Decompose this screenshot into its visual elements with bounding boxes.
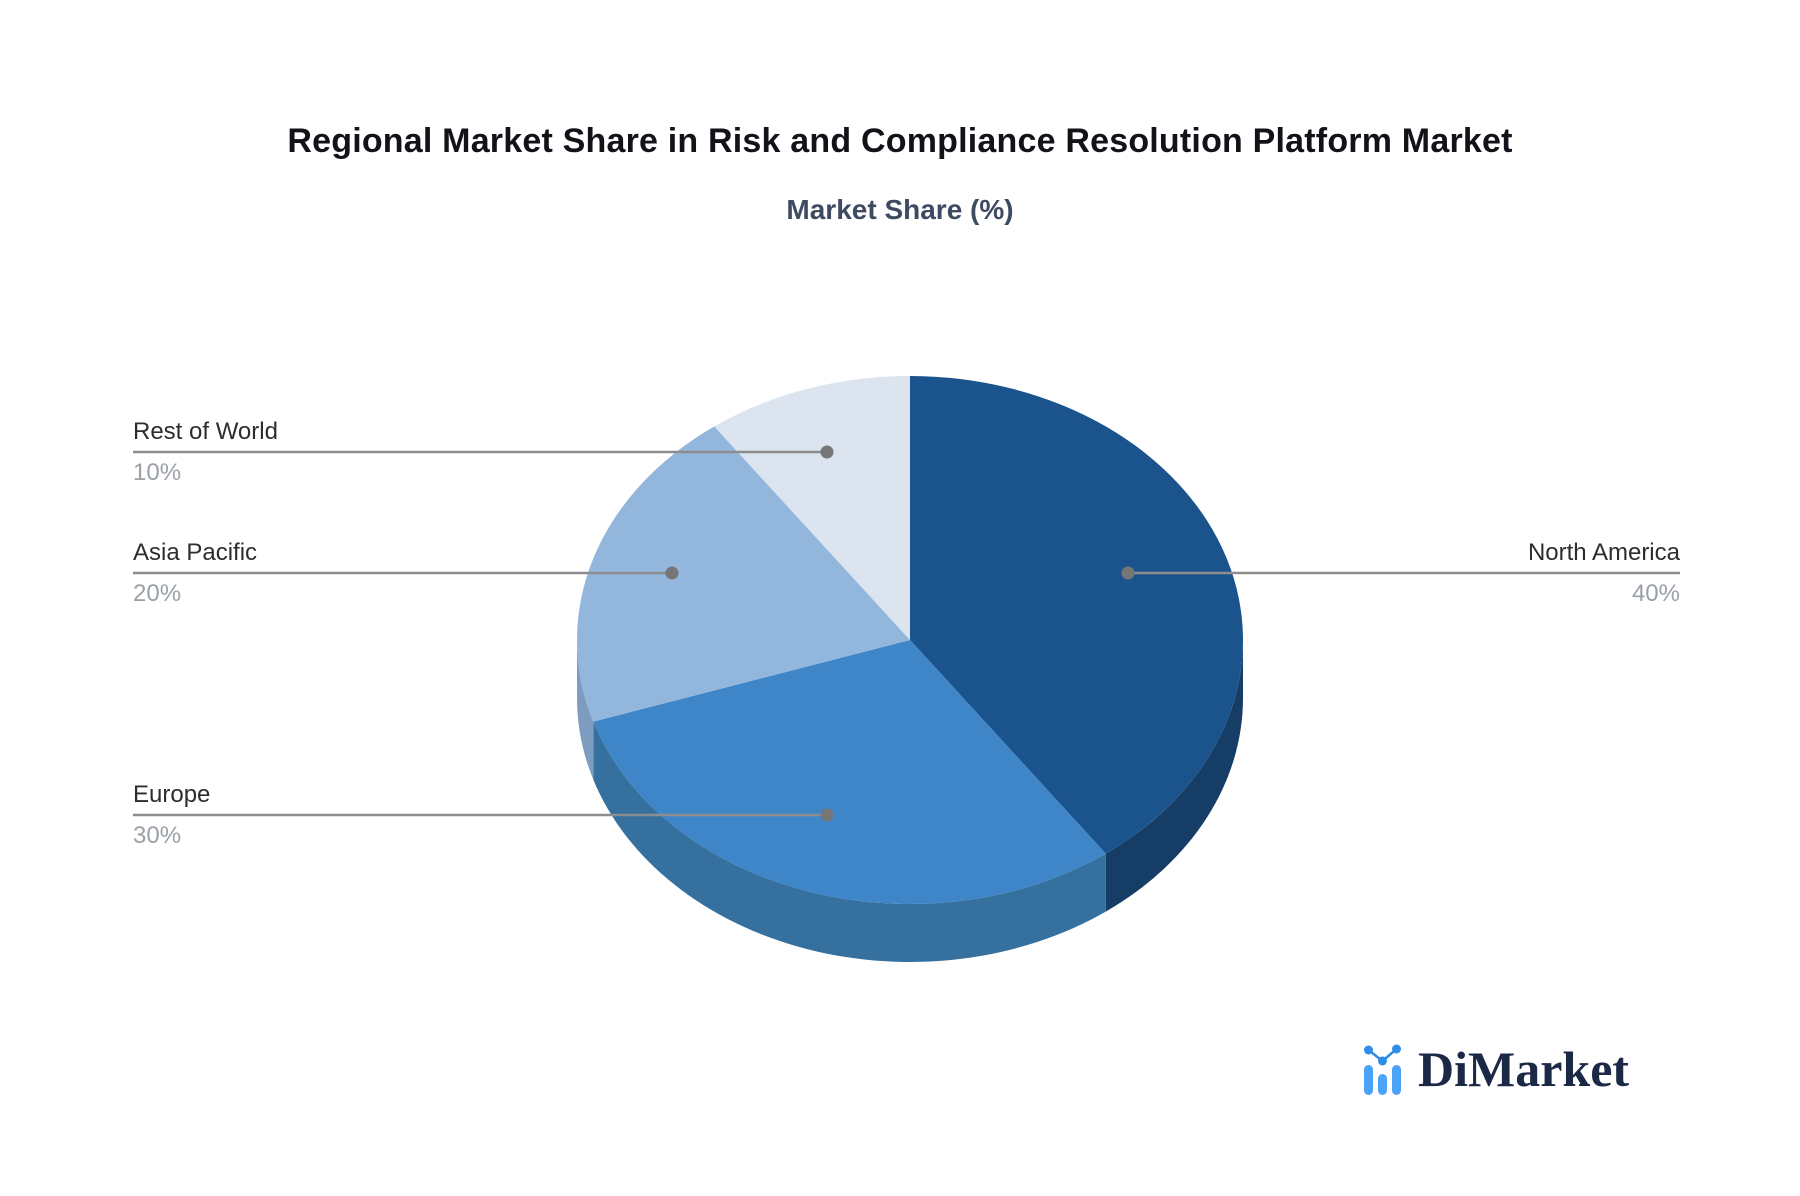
dimarket-logo-icon: [1364, 1044, 1401, 1095]
pie-slice-asia-pacific: [577, 426, 910, 722]
leader-lines: [133, 445, 1680, 822]
pie-slices: [577, 376, 1243, 904]
callout-value-north-america: 40%: [1631, 580, 1680, 607]
callout-value-asia-pacific: 20%: [133, 580, 182, 607]
pie-slice-europe: [593, 640, 1106, 904]
chart-title: Regional Market Share in Risk and Compli…: [287, 122, 1513, 160]
callout-value-rest-of-world: 10%: [133, 459, 182, 486]
pie-3d-sides: [577, 640, 1243, 962]
callout-label-rest-of-world: Rest of World: [133, 418, 278, 445]
dimarket-logo: DiMarket: [1360, 1038, 1650, 1100]
dimarket-logo-text: DiMarket: [1418, 1041, 1630, 1097]
callout-label-europe: Europe: [133, 781, 211, 808]
callout-value-europe: 30%: [133, 822, 182, 849]
pie-slice-rest-of-world: [714, 376, 910, 640]
callout-label-north-america: North America: [1527, 539, 1680, 566]
chart-subtitle: Market Share (%): [786, 194, 1014, 225]
callout-label-asia-pacific: Asia Pacific: [133, 539, 258, 566]
pie-slice-north-america: [910, 376, 1243, 854]
